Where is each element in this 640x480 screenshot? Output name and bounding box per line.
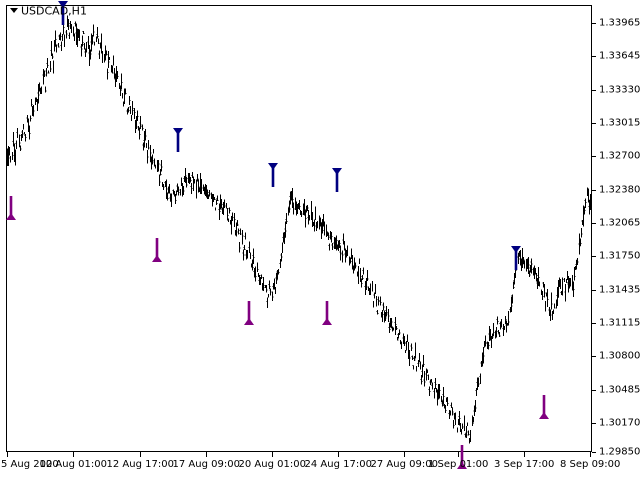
chevron-down-icon[interactable] xyxy=(10,7,18,13)
y-axis-label: 1.32380 xyxy=(599,184,640,196)
x-axis-label: 1 Sep 01:00 xyxy=(428,459,489,470)
y-axis-tick xyxy=(592,123,596,124)
y-axis-label: 1.30800 xyxy=(599,350,640,362)
y-axis-label: 1.33965 xyxy=(599,17,640,29)
y-axis-label: 1.33645 xyxy=(599,50,640,62)
y-axis-label: 1.31115 xyxy=(599,317,640,329)
x-axis-tick xyxy=(206,452,207,457)
y-axis-tick xyxy=(592,223,596,224)
x-axis: 5 Aug 2020 10 Aug 01:00 12 Aug 17:00 17 Aug… xyxy=(0,452,640,480)
x-axis-tick xyxy=(272,452,273,457)
y-axis-tick xyxy=(592,56,596,57)
y-axis-tick xyxy=(592,156,596,157)
y-axis-label: 1.31435 xyxy=(599,284,640,296)
x-axis-label: 20 Aug 01:00 xyxy=(238,459,306,470)
symbol-label[interactable]: USDCAD,H1 xyxy=(10,4,87,18)
x-axis-tick xyxy=(73,452,74,457)
x-axis-tick xyxy=(590,452,591,457)
x-axis-label: 10 Aug 01:00 xyxy=(39,459,107,470)
y-axis-label: 1.29850 xyxy=(599,446,640,458)
x-axis-label: 27 Aug 09:00 xyxy=(370,459,438,470)
y-axis-tick xyxy=(592,390,596,391)
y-axis-label: 1.33330 xyxy=(599,84,640,96)
y-axis-tick xyxy=(592,256,596,257)
x-axis-tick xyxy=(404,452,405,457)
x-axis-label: 12 Aug 17:00 xyxy=(106,459,174,470)
y-axis-label: 1.30485 xyxy=(599,384,640,396)
price-series-canvas xyxy=(7,15,591,444)
y-axis-label: 1.31750 xyxy=(599,250,640,262)
y-axis-tick xyxy=(592,290,596,291)
y-axis-label: 1.30170 xyxy=(599,417,640,429)
y-axis-label: 1.32065 xyxy=(599,217,640,229)
y-axis-tick xyxy=(592,452,596,453)
y-axis-tick xyxy=(592,23,596,24)
x-axis-label: 24 Aug 17:00 xyxy=(304,459,372,470)
symbol-title: USDCAD,H1 xyxy=(21,4,87,18)
x-axis-label: 8 Sep 09:00 xyxy=(560,459,621,470)
y-axis-tick xyxy=(592,323,596,324)
x-axis-label: 17 Aug 09:00 xyxy=(172,459,240,470)
x-axis-tick xyxy=(338,452,339,457)
x-axis-label: 5 Aug 2020 xyxy=(1,459,59,470)
x-axis-tick xyxy=(7,452,8,457)
y-axis-label: 1.33015 xyxy=(599,117,640,129)
y-axis: 1.33965 1.33645 1.33330 1.33015 1.32700 1.323… xyxy=(592,0,640,480)
x-axis-tick xyxy=(524,452,525,457)
x-axis-tick xyxy=(140,452,141,457)
x-axis-label: 3 Sep 17:00 xyxy=(494,459,555,470)
ohlc-bars xyxy=(7,15,591,444)
y-axis-tick xyxy=(592,190,596,191)
y-axis-tick xyxy=(592,356,596,357)
y-axis-tick xyxy=(592,90,596,91)
y-axis-label: 1.32700 xyxy=(599,150,640,162)
plot-area[interactable] xyxy=(6,5,592,452)
x-axis-tick xyxy=(458,452,459,457)
y-axis-tick xyxy=(592,423,596,424)
